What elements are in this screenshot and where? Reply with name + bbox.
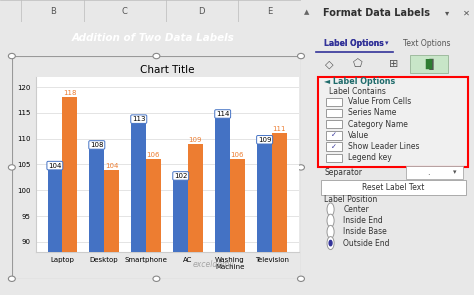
Text: 108: 108 bbox=[90, 142, 103, 148]
Circle shape bbox=[153, 53, 160, 59]
Text: 111: 111 bbox=[273, 127, 286, 132]
Bar bbox=[230, 159, 245, 295]
Circle shape bbox=[327, 237, 334, 250]
Bar bbox=[47, 170, 62, 295]
Bar bbox=[272, 133, 287, 295]
Text: ▾: ▾ bbox=[453, 170, 456, 176]
Text: ◄ Label Options: ◄ Label Options bbox=[324, 77, 395, 86]
Text: Addition of Two Data Labels: Addition of Two Data Labels bbox=[72, 33, 234, 43]
Text: ▲: ▲ bbox=[304, 9, 310, 15]
Bar bbox=[90, 149, 104, 295]
Text: ✕: ✕ bbox=[463, 8, 470, 17]
Text: Legend key: Legend key bbox=[348, 153, 392, 162]
Text: 118: 118 bbox=[63, 90, 76, 96]
Text: Label Options: Label Options bbox=[324, 39, 384, 48]
Text: Format Data Labels: Format Data Labels bbox=[322, 8, 429, 18]
FancyBboxPatch shape bbox=[326, 109, 342, 117]
FancyBboxPatch shape bbox=[321, 180, 466, 195]
Circle shape bbox=[298, 165, 304, 170]
Text: ▐: ▐ bbox=[425, 58, 433, 70]
Circle shape bbox=[153, 276, 160, 281]
Text: exceldemy: exceldemy bbox=[192, 260, 234, 268]
Text: Label Position: Label Position bbox=[324, 195, 377, 204]
Text: ⊞: ⊞ bbox=[389, 59, 398, 69]
Text: ▾: ▾ bbox=[445, 8, 449, 17]
Text: E: E bbox=[267, 6, 272, 16]
Text: ◇: ◇ bbox=[325, 59, 333, 69]
Text: 114: 114 bbox=[216, 111, 229, 117]
Text: 104: 104 bbox=[48, 163, 62, 168]
FancyBboxPatch shape bbox=[406, 166, 463, 179]
Text: 106: 106 bbox=[146, 152, 160, 158]
Text: ✓: ✓ bbox=[331, 132, 337, 138]
FancyBboxPatch shape bbox=[318, 77, 467, 167]
Circle shape bbox=[298, 276, 304, 281]
Circle shape bbox=[329, 240, 332, 246]
Bar bbox=[173, 180, 188, 295]
Text: Value: Value bbox=[348, 131, 369, 140]
Text: Inside Base: Inside Base bbox=[344, 227, 387, 236]
Text: 109: 109 bbox=[189, 137, 202, 143]
Bar bbox=[146, 159, 161, 295]
FancyBboxPatch shape bbox=[326, 98, 342, 106]
Circle shape bbox=[9, 165, 15, 170]
Text: Category Name: Category Name bbox=[348, 120, 408, 129]
Circle shape bbox=[9, 53, 15, 59]
Title: Chart Title: Chart Title bbox=[140, 65, 194, 75]
Text: Reset Label Text: Reset Label Text bbox=[362, 183, 425, 192]
Circle shape bbox=[9, 276, 15, 281]
FancyBboxPatch shape bbox=[326, 120, 342, 128]
FancyBboxPatch shape bbox=[410, 55, 448, 73]
Text: ▐▌: ▐▌ bbox=[421, 59, 437, 69]
Bar bbox=[62, 97, 77, 295]
Text: Outside End: Outside End bbox=[344, 239, 390, 248]
Text: Text Options: Text Options bbox=[403, 39, 451, 48]
Bar bbox=[257, 144, 272, 295]
Circle shape bbox=[327, 214, 334, 227]
Circle shape bbox=[327, 203, 334, 216]
Text: B: B bbox=[50, 6, 55, 16]
Text: Center: Center bbox=[344, 205, 369, 214]
Text: ▾: ▾ bbox=[385, 40, 389, 47]
Text: Show Leader Lines: Show Leader Lines bbox=[348, 142, 420, 151]
Text: Label Options: Label Options bbox=[324, 39, 384, 48]
FancyBboxPatch shape bbox=[326, 131, 342, 140]
Text: Series Name: Series Name bbox=[348, 109, 397, 117]
Text: Inside End: Inside End bbox=[344, 216, 383, 225]
FancyBboxPatch shape bbox=[326, 142, 342, 151]
Bar bbox=[131, 123, 146, 295]
Text: 113: 113 bbox=[132, 116, 146, 122]
Text: .: . bbox=[428, 168, 430, 177]
Bar bbox=[104, 170, 119, 295]
Text: ✓: ✓ bbox=[331, 144, 337, 150]
Text: Label Contains: Label Contains bbox=[329, 87, 386, 96]
Bar bbox=[188, 144, 203, 295]
Text: ⬠: ⬠ bbox=[353, 59, 363, 69]
Text: Value From Cells: Value From Cells bbox=[348, 97, 411, 106]
Text: 109: 109 bbox=[258, 137, 272, 143]
Text: Separator: Separator bbox=[324, 168, 362, 177]
Bar bbox=[215, 118, 230, 295]
Text: 104: 104 bbox=[105, 163, 118, 168]
Text: 102: 102 bbox=[174, 173, 187, 179]
FancyBboxPatch shape bbox=[326, 154, 342, 162]
Circle shape bbox=[298, 53, 304, 59]
Text: D: D bbox=[199, 6, 205, 16]
Text: 106: 106 bbox=[231, 152, 244, 158]
Circle shape bbox=[327, 225, 334, 238]
Text: C: C bbox=[122, 6, 128, 16]
